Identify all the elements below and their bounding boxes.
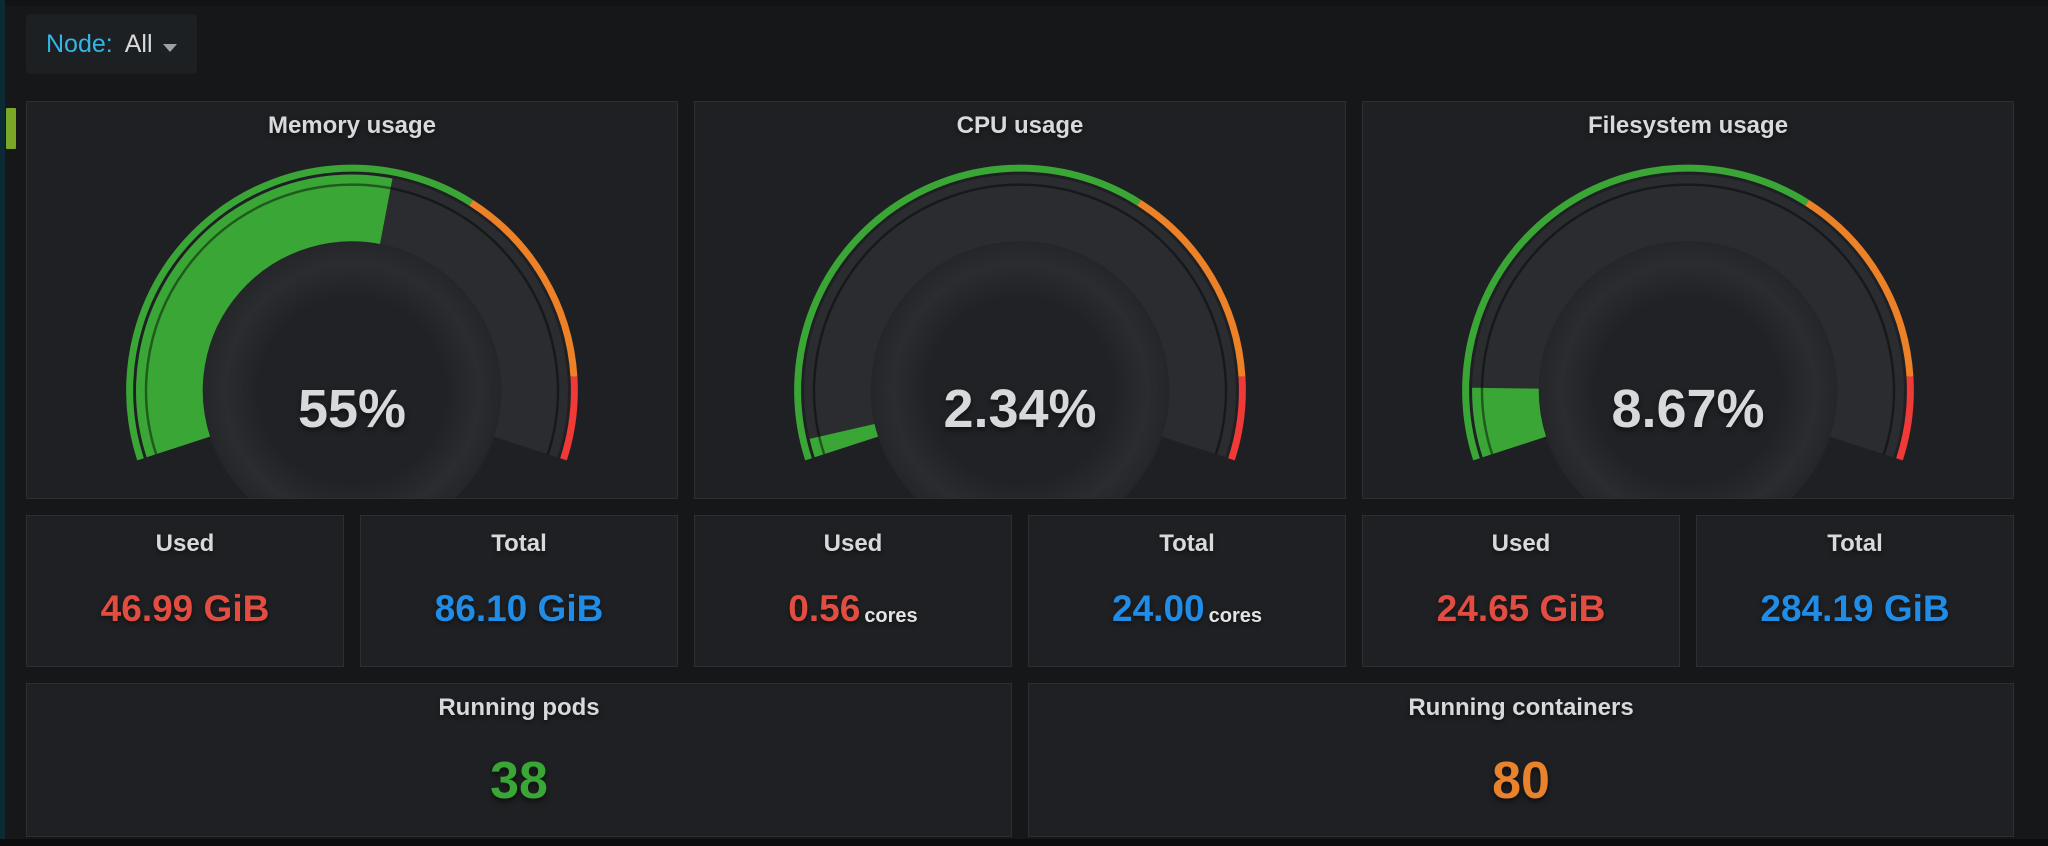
panel-filesystem-usage-gauge: Filesystem usage 8.67% [1362,101,2014,499]
stat-panel-cpu-total: Total 24.00 cores [1028,515,1346,667]
stat-panel-filesystem-total: Total 284.19 GiB [1696,515,2014,667]
panel-running-pods: Running pods 38 [26,683,1012,837]
panel-cpu-usage-gauge: CPU usage 2.34% [694,101,1346,499]
stat-value-row: 86.10 GiB [361,558,677,666]
panel-title[interactable]: CPU usage [956,112,1084,139]
stat-title[interactable]: Total [1159,530,1215,557]
node-variable-value: All [124,29,153,58]
stat-title[interactable]: Used [155,530,215,557]
stat-unit-label: cores [864,604,918,627]
stat-title[interactable]: Total [491,530,547,557]
stat-value-row: 284.19 GiB [1697,558,2013,666]
stat-value: 24.65 GiB [1436,588,1606,629]
window-top-edge [0,0,2048,6]
stat-value-row: 46.99 GiB [27,558,343,666]
stat-value-row: 0.56 cores [695,558,1011,666]
stat-title[interactable]: Used [1491,530,1551,557]
stat-panel-filesystem-used: Used 24.65 GiB [1362,515,1680,667]
filesystem-usage-gauge-value: 8.67% [1611,379,1765,439]
dashboard-submenu: Node: All [26,14,197,74]
node-variable-label: Node: [46,29,113,58]
panel-title[interactable]: Running containers [1408,694,1634,721]
chevron-down-icon [162,43,177,52]
sidebar-indicator [6,108,16,149]
cpu-usage-gauge-chart [794,164,1246,498]
stat-unit-label: cores [1208,604,1262,627]
dashboard-grid: Memory usage 55% CPU usage 2.34% Filesys… [26,101,2014,837]
stat-value: 284.19 GiB [1760,588,1950,629]
running-containers-value: 80 [1492,752,1550,810]
memory-usage-gauge-value: 55% [297,379,407,439]
stat-panel-memory-total: Total 86.10 GiB [360,515,678,667]
panel-title[interactable]: Running pods [438,694,600,721]
stat-title[interactable]: Total [1827,530,1883,557]
cpu-usage-gauge-value: 2.34% [943,379,1097,439]
stat-value: 0.56 [788,588,861,629]
panel-memory-usage-gauge: Memory usage 55% [26,101,678,499]
running-pods-value: 38 [490,752,548,810]
stat-value: 24.00 [1112,588,1205,629]
node-variable-dropdown[interactable]: Node: All [26,14,197,74]
stat-value-row: 24.00 cores [1029,558,1345,666]
filesystem-usage-gauge-chart [1462,164,1914,498]
stat-value: 86.10 GiB [434,588,604,629]
panel-title[interactable]: Memory usage [267,112,437,139]
panel-title[interactable]: Filesystem usage [1587,112,1789,139]
sidebar-edge [0,0,5,846]
stat-title[interactable]: Used [823,530,883,557]
memory-usage-gauge-chart [126,164,578,498]
stat-value: 46.99 GiB [100,588,270,629]
stat-value-row: 24.65 GiB [1363,558,1679,666]
stat-panel-memory-used: Used 46.99 GiB [26,515,344,667]
window-bottom-edge [0,839,2048,846]
stat-panel-cpu-used: Used 0.56 cores [694,515,1012,667]
panel-running-containers: Running containers 80 [1028,683,2014,837]
